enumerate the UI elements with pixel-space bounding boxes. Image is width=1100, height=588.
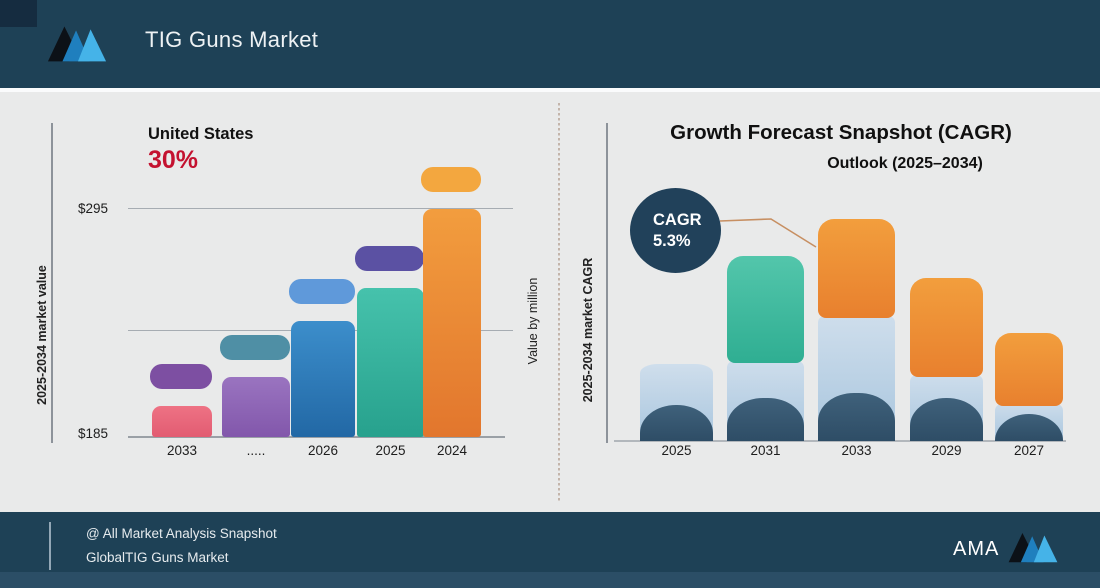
bar-cap-2026 (289, 279, 355, 304)
x-axis-label-2026: 2026 (307, 443, 339, 458)
header: TIG Guns Market (0, 0, 1100, 88)
x-axis-label-2027: 2027 (1013, 443, 1045, 458)
x-axis-label-2025: 2025 (375, 443, 406, 458)
segment-top-2033 (818, 219, 895, 319)
segment-top-2029 (910, 277, 983, 377)
segment-base-2031 (727, 398, 804, 441)
page-title: TIG Guns Market (145, 27, 319, 52)
x-axis-label-2033: 2033 (841, 443, 872, 458)
footer-report-text: GlobalTIG Guns Market (86, 550, 229, 565)
cagr-badge-value: 5.3% (653, 231, 691, 250)
footer: @ All Market Analysis Snapshot GlobalTIG… (0, 512, 1100, 588)
footer-source-text: @ All Market Analysis Snapshot (86, 526, 277, 541)
bar-cap-2024 (421, 167, 481, 192)
bar-2025 (357, 288, 424, 437)
cagr-badge-label: CAGR (653, 210, 702, 229)
left-gridline-295 (128, 208, 513, 209)
ama-logo-icon (47, 26, 107, 62)
right-y-axis (606, 123, 608, 443)
bar-2026 (291, 321, 355, 437)
left-chart-highlight-value: 30% (148, 146, 199, 174)
bar-cap-2033 (150, 364, 212, 389)
segment-top-2031 (727, 255, 804, 364)
right-chart-subtitle: Outlook (2025–2034) (827, 155, 983, 172)
left-y-axis (51, 123, 53, 443)
bar-cap-..... (220, 335, 290, 360)
bar-cap-2025 (355, 246, 424, 271)
bar-..... (222, 377, 290, 437)
left-y-axis-label: 2025-2034 market value (35, 265, 49, 405)
right-y-axis-label: 2025-2034 market CAGR (581, 257, 595, 403)
segment-base-2029 (910, 398, 983, 441)
ama-logo-icon (1008, 533, 1058, 563)
bar-2024 (423, 209, 481, 437)
x-axis-label-2025: 2025 (661, 443, 692, 458)
segment-base-2033 (818, 392, 895, 441)
left-tick-295: $295 (77, 201, 108, 216)
panel-divider (558, 103, 560, 501)
footer-divider-line (49, 522, 51, 570)
footer-accent-strip (0, 572, 1100, 588)
footer-brand-text: AMA (953, 538, 1000, 560)
header-corner-accent (0, 0, 37, 27)
left-right-axis-label: Value by million (526, 277, 540, 365)
left-x-axis (128, 436, 505, 438)
x-axis-label-2031: 2031 (750, 443, 781, 458)
bar-2033 (152, 406, 212, 437)
x-axis-label-2024: 2024 (436, 443, 468, 458)
x-axis-label-2029: 2029 (931, 443, 962, 458)
left-chart-title: United States (148, 125, 254, 143)
cagr-badge: CAGR 5.3% (630, 188, 721, 273)
right-chart-title: Growth Forecast Snapshot (CAGR) (670, 121, 1012, 144)
x-axis-label-2033: 2033 (166, 443, 198, 458)
header-bottom-edge (0, 88, 1100, 92)
left-tick-185: $185 (77, 426, 108, 441)
x-axis-label-.....: ..... (246, 443, 266, 458)
segment-top-2027 (995, 333, 1063, 407)
